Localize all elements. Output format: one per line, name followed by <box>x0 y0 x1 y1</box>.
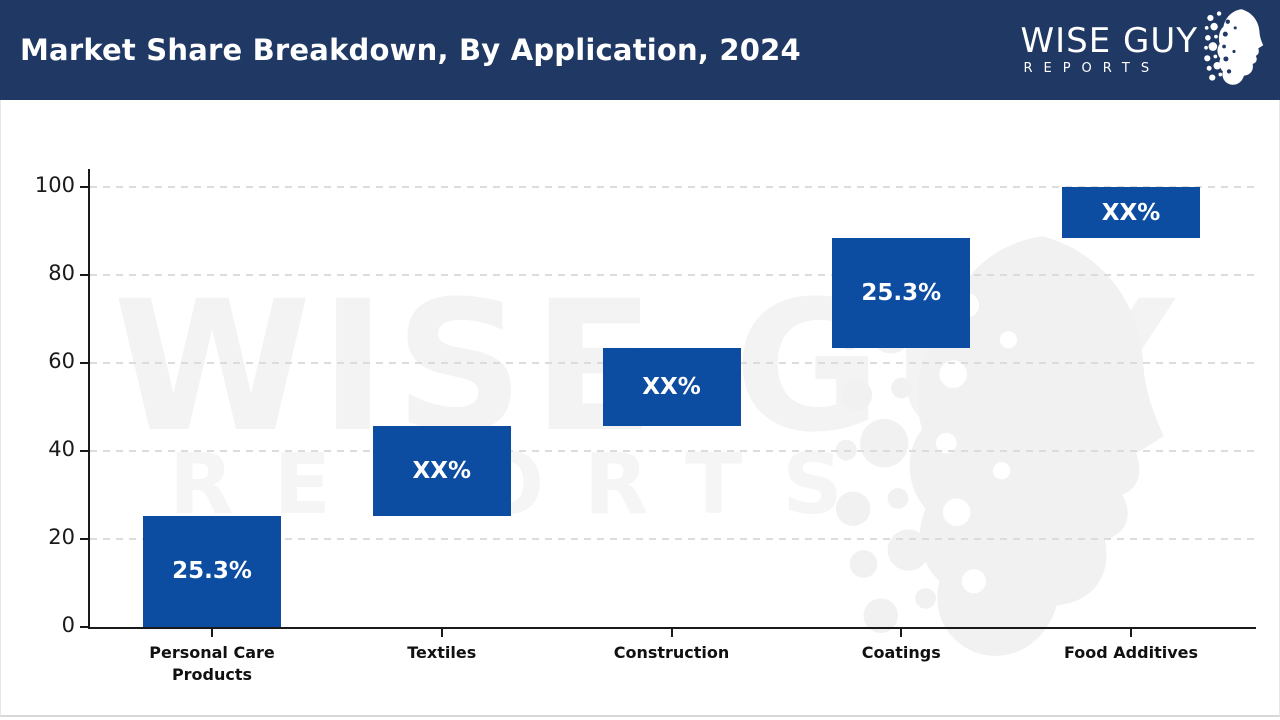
xtick-mark-5 <box>1130 629 1132 637</box>
x-axis <box>88 627 1256 629</box>
ytick-mark-100 <box>80 186 88 188</box>
ytick-label-100: 100 <box>34 173 75 197</box>
xtick-mark-3 <box>670 629 673 637</box>
ytick-label-60: 60 <box>48 349 75 373</box>
logo-wordmark: WISE GUY <box>1020 20 1198 61</box>
bar-3: XX% <box>602 348 741 426</box>
category-label-3: Construction <box>613 643 730 662</box>
wiseguy-logo: WISE GUY REPORTS <box>1020 9 1280 90</box>
gridline-80 <box>90 274 1256 276</box>
xtick-mark-2 <box>440 629 443 637</box>
category-label-5: Food Additives <box>1064 643 1198 662</box>
bar-value-label-2: XX% <box>412 457 471 484</box>
bar-5: XX% <box>1062 187 1200 239</box>
bars-layer: 25.3% XX% XX% 25.3% XX% <box>1 100 1279 715</box>
ytick-mark-60 <box>80 362 88 364</box>
xtick-mark-1 <box>211 629 213 637</box>
category-label-2: Textiles <box>407 643 477 662</box>
ytick-mark-40 <box>80 450 88 452</box>
axes-layer <box>1 100 1279 715</box>
logo-subtitle: REPORTS <box>1023 61 1161 77</box>
gridline-100 <box>90 186 1256 188</box>
bar-2: XX% <box>372 425 511 516</box>
ytick-mark-80 <box>80 274 88 276</box>
ytick-label-40: 40 <box>48 437 75 461</box>
bar-4: 25.3% <box>832 238 971 349</box>
category-label-1: Personal Care Products <box>149 643 275 684</box>
logo-text: WISE GUY REPORTS <box>1020 20 1198 77</box>
ytick-label-20: 20 <box>48 525 75 549</box>
category-label-4: Coatings <box>861 643 941 662</box>
chart-title: Market Share Breakdown, By Application, … <box>20 33 801 67</box>
bar-value-label-5: XX% <box>1101 199 1161 226</box>
gridline-40 <box>90 450 1256 452</box>
header-bar: Market Share Breakdown, By Application, … <box>0 0 1280 100</box>
ytick-label-0: 0 <box>61 613 75 637</box>
gridline-20 <box>90 538 1256 540</box>
plot-area: WISE GUY REPORTS 25.3%XX%XX%25.3%XX% 020… <box>0 100 1280 717</box>
ytick-mark-20 <box>80 538 88 540</box>
bar-value-label-3: XX% <box>642 373 701 400</box>
bar-value-label-4: 25.3% <box>861 280 942 307</box>
ytick-mark-0 <box>80 626 88 628</box>
bar-value-label-1: 25.3% <box>172 558 252 585</box>
axis-labels-layer: 0 20 40 60 80 100 Personal Care Products Textil… <box>1 100 1279 715</box>
ytick-label-80: 80 <box>48 261 75 285</box>
bar-1: 25.3% <box>143 515 281 627</box>
xtick-mark-4 <box>900 629 903 637</box>
y-axis <box>88 169 90 629</box>
wiseguy-head-icon <box>1204 9 1264 85</box>
